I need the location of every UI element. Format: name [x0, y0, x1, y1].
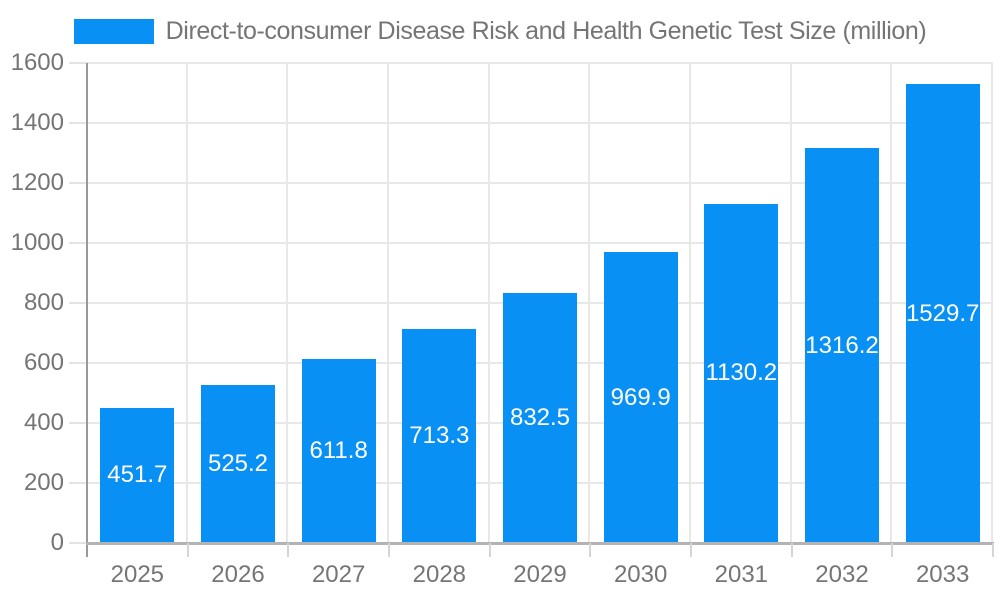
x-tick: [690, 543, 692, 557]
bar-2025[interactable]: 451.7: [100, 407, 175, 543]
bar-value-label: 1130.2: [705, 359, 778, 387]
bar-value-label: 969.9: [610, 383, 671, 411]
bar-2027[interactable]: 611.8: [301, 359, 376, 543]
bar-value-label: 525.2: [207, 450, 269, 478]
y-tick: [69, 362, 87, 364]
y-tick-label: 600: [23, 349, 64, 376]
x-tick: [388, 543, 390, 557]
y-tick: [69, 542, 87, 544]
y-tick: [69, 422, 87, 424]
bar-value-label: 1529.7: [905, 299, 980, 327]
bar-2030[interactable]: 969.9: [603, 252, 678, 543]
bar-2028[interactable]: 713.3: [402, 329, 477, 543]
y-tick: [69, 122, 87, 124]
v-gridline: [689, 63, 691, 543]
plot-area: 451.7 525.2 611.8 713.3 832.5 969.9 1130.2 1316…: [87, 62, 993, 543]
bar-2029[interactable]: 832.5: [503, 293, 577, 543]
bar-value-label: 451.7: [107, 461, 168, 489]
y-tick-label: 200: [23, 469, 64, 496]
legend-label: Direct-to-consumer Disease Risk and Heal…: [165, 17, 927, 45]
v-gridline: [890, 63, 893, 543]
y-axis-line: [86, 63, 88, 557]
y-tick-label: 0: [50, 529, 64, 556]
y-tick: [69, 302, 87, 304]
y-tick-label: 1000: [10, 229, 64, 256]
bar-2033[interactable]: 1529.7: [905, 84, 980, 543]
v-gridline: [789, 63, 792, 543]
legend[interactable]: Direct-to-consumer Disease Risk and Heal…: [0, 17, 1000, 46]
legend-swatch: [73, 19, 154, 44]
x-tick-label: 2030: [613, 561, 668, 588]
y-tick-label: 800: [23, 289, 64, 316]
x-tick-label: 2026: [211, 561, 265, 588]
x-tick-label: 2028: [412, 561, 467, 588]
bar-2031[interactable]: 1130.2: [704, 203, 779, 543]
x-tick: [992, 543, 994, 557]
x-tick: [186, 543, 189, 557]
x-tick: [287, 543, 290, 557]
x-tick: [790, 543, 793, 557]
h-gridline: [87, 242, 993, 244]
bar-2032[interactable]: 1316.2: [805, 148, 879, 543]
x-tick-label: 2029: [513, 561, 567, 588]
x-tick-label: 2027: [311, 561, 366, 588]
bar-value-label: 713.3: [409, 422, 470, 449]
h-gridline: [87, 182, 993, 184]
v-gridline: [185, 63, 188, 543]
x-tick-label: 2031: [714, 561, 769, 588]
x-tick: [589, 543, 592, 557]
x-tick-label: 2025: [110, 561, 165, 588]
y-tick-label: 1200: [10, 169, 64, 196]
x-tick-label: 2033: [915, 561, 970, 588]
v-gridline: [286, 63, 289, 543]
v-gridline: [387, 63, 389, 543]
bar-value-label: 611.8: [309, 437, 368, 465]
bar-value-label: 1316.2: [805, 331, 879, 359]
v-gridline: [487, 63, 490, 543]
h-gridline: [87, 62, 993, 64]
x-tick: [891, 543, 894, 557]
y-tick: [69, 182, 87, 184]
y-tick-label: 1600: [10, 49, 64, 76]
y-tick: [69, 482, 87, 484]
x-tick-label: 2032: [815, 561, 869, 588]
h-gridline: [87, 122, 993, 124]
y-tick: [69, 62, 87, 64]
y-tick: [69, 242, 87, 244]
bar-2026[interactable]: 525.2: [201, 385, 275, 543]
v-gridline: [588, 63, 591, 543]
x-tick: [488, 543, 491, 557]
v-gridline: [991, 63, 993, 543]
y-tick-label: 400: [23, 409, 64, 436]
x-axis-line: [86, 542, 994, 545]
y-tick-label: 1400: [10, 109, 64, 136]
bar-value-label: 832.5: [509, 404, 571, 432]
